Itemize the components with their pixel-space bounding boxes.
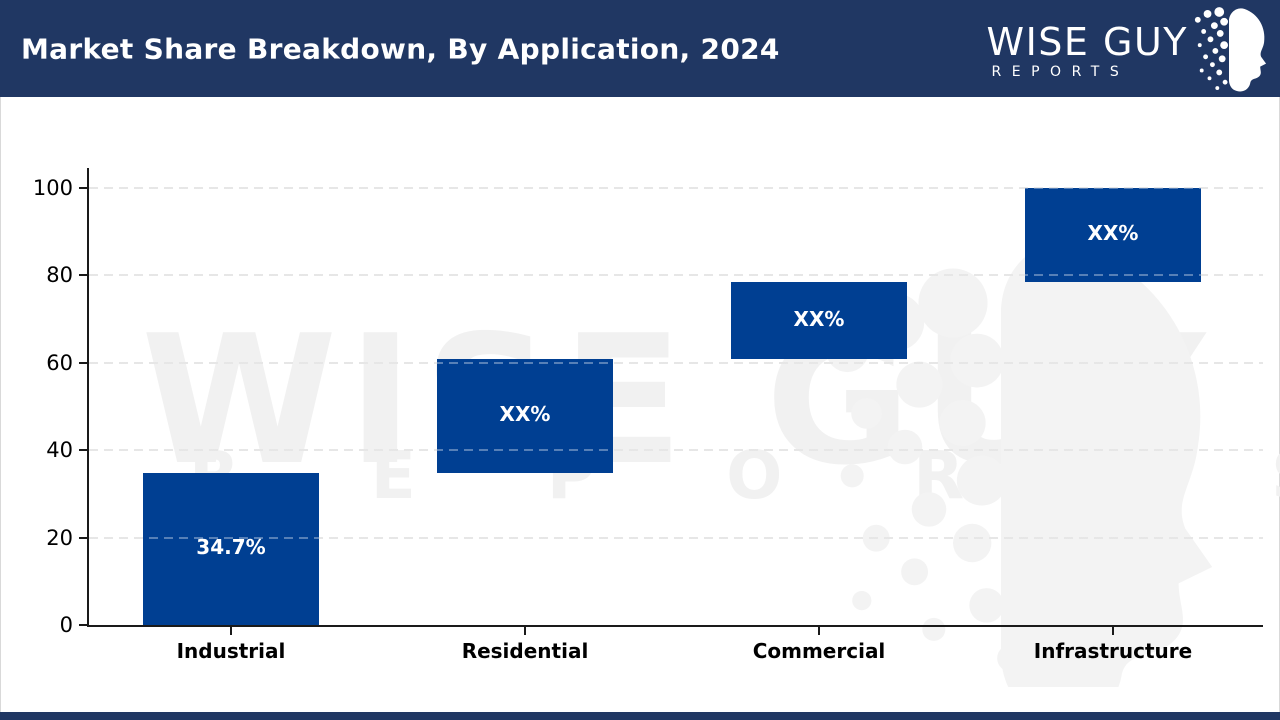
bar-infrastructure — [1025, 187, 1201, 283]
plot: 34.7% XX% XX% XX% 0 20 40 60 80 100 Industrial Resi… — [1, 97, 1279, 712]
y-tick-mark — [79, 449, 87, 451]
y-tick-mark — [79, 274, 87, 276]
y-tick-label: 40 — [46, 438, 73, 462]
gridline — [89, 186, 1263, 189]
logo-subtitle: REPORTS — [991, 63, 1130, 80]
y-tick-mark — [79, 624, 87, 626]
y-tick-label: 100 — [32, 175, 73, 200]
bar-residential — [437, 358, 613, 474]
y-tick-label: 0 — [59, 613, 73, 637]
y-tick-label: 80 — [46, 263, 73, 287]
y-axis-spine — [87, 168, 89, 627]
gridline — [89, 361, 1263, 364]
bar-value-label: XX% — [499, 401, 551, 426]
x-tick-label-residential: Residential — [461, 639, 589, 663]
chart-title: Market Share Breakdown, By Application, … — [21, 32, 780, 65]
x-tick-mark — [524, 627, 526, 635]
gridline-overlay — [89, 361, 1263, 364]
wiseguy-logo: WISE GUY REPORTS — [987, 6, 1268, 94]
gridline-overlay — [89, 449, 1263, 451]
gridline — [89, 536, 1263, 539]
x-tick-label-infrastructure: Infrastructure — [1033, 639, 1193, 663]
footer-bar — [0, 712, 1280, 720]
x-tick-label-commercial: Commercial — [752, 639, 886, 663]
wiseguy-logo-face-icon — [1194, 7, 1267, 92]
y-tick-mark — [79, 361, 87, 364]
header-bar: Market Share Breakdown, By Application, … — [0, 0, 1280, 97]
chart-area: WISE GUY R E P O R T S 34.7% XX% XX% XX% 0 20… — [0, 97, 1280, 712]
bar-value-label: XX% — [1087, 220, 1139, 245]
watermark-face-icon — [826, 242, 1213, 687]
bar-value-label: XX% — [793, 306, 845, 331]
x-tick-mark — [818, 627, 820, 635]
x-tick-label-industrial: Industrial — [176, 639, 286, 663]
wiseguy-logo-text: WISE GUY REPORTS — [987, 21, 1188, 80]
logo-wordmark: WISE GUY — [986, 19, 1188, 64]
gridline-overlay — [89, 536, 1263, 539]
y-tick-label: 60 — [46, 350, 73, 375]
y-tick-label: 20 — [46, 525, 73, 550]
gridline-overlay — [89, 274, 1263, 276]
gridline — [89, 449, 1263, 451]
bar-industrial — [143, 473, 319, 625]
y-tick-mark — [79, 186, 87, 189]
gridline-overlay — [89, 186, 1263, 189]
y-tick-mark — [79, 536, 87, 539]
bar-value-label: 34.7% — [196, 535, 266, 560]
x-axis-spine — [87, 625, 1263, 627]
x-tick-mark — [230, 627, 232, 635]
gridline — [89, 274, 1263, 276]
bar-commercial — [731, 282, 907, 359]
x-tick-mark — [1112, 627, 1114, 635]
